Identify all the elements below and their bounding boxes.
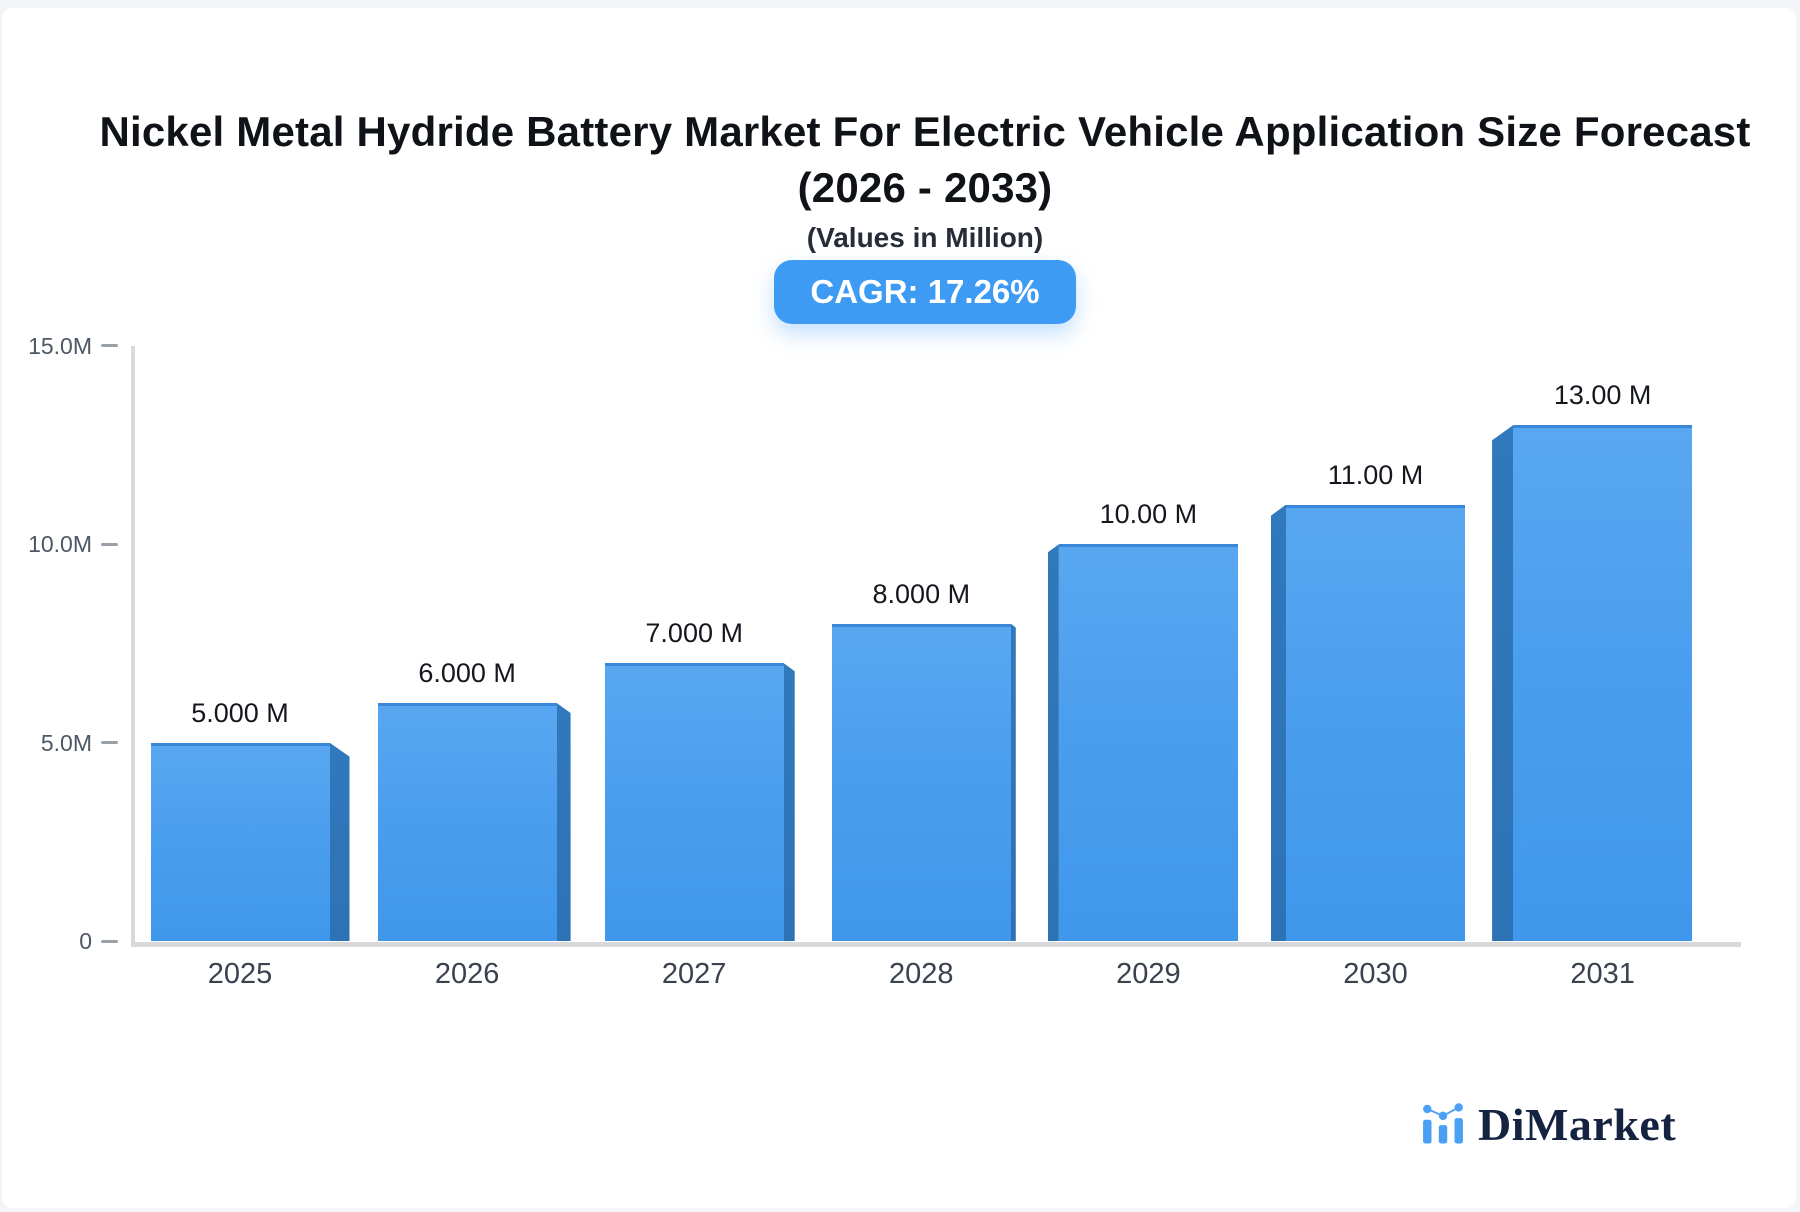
bar-side-2030 (1271, 504, 1286, 941)
x-tick-label-2027: 2027 (661, 958, 727, 990)
chart-title-line2: (2026 - 2033) (797, 164, 1053, 211)
x-tick-label-2029: 2029 (1116, 958, 1181, 990)
y-tick-label-0: 0 (79, 928, 92, 954)
bar-2031 (1513, 425, 1693, 941)
y-tick-label-10.0M: 10.0M (28, 531, 92, 558)
bar-value-label-2027: 7.000 M (645, 618, 743, 649)
bar-value-label-2026: 6.000 M (418, 657, 516, 688)
x-tick-label-2026: 2026 (434, 958, 500, 990)
bar-side-2026 (556, 702, 571, 941)
bar-side-2027 (783, 663, 795, 941)
brand-logo: DiMarket (1420, 1098, 1676, 1151)
y-tick-mark (101, 741, 118, 745)
bar-value-label-2028: 8.000 M (872, 578, 971, 609)
chart-header: Nickel Metal Hydride Battery Market For … (50, 104, 1800, 324)
y-tick-label-5.0M: 5.0M (40, 729, 92, 756)
bar-chart-logo-icon (1420, 1099, 1466, 1150)
bar-2030 (1286, 504, 1465, 941)
bar-value-label-2025: 5.000 M (191, 697, 289, 728)
bar-value-label-2030: 11.00 M (1327, 459, 1424, 490)
bar-value-label-2029: 10.00 M (1099, 499, 1198, 530)
bar-2027 (604, 663, 784, 941)
bar-2028 (831, 623, 1011, 941)
bar-side-2029 (1047, 544, 1059, 941)
y-tick-label-15.0M: 15.0M (28, 332, 92, 359)
x-tick-label-2030: 2030 (1343, 958, 1408, 990)
chart-title-line1: Nickel Metal Hydride Battery Market For … (99, 108, 1751, 155)
bar-2026 (377, 702, 557, 941)
x-tick-label-2028: 2028 (889, 958, 954, 990)
bar-2025 (150, 742, 330, 941)
brand-name: DiMarket (1478, 1099, 1677, 1150)
bar-side-2028 (1010, 623, 1016, 941)
bar-2029 (1058, 544, 1238, 941)
y-tick-mark (101, 939, 118, 943)
y-tick-mark (101, 344, 118, 348)
chart-subtitle: (Values in Million) (806, 222, 1044, 253)
bar-side-2031 (1492, 425, 1514, 941)
y-axis-line (131, 346, 135, 947)
x-tick-label-2025: 2025 (207, 958, 273, 990)
y-tick-mark (101, 542, 118, 546)
bar-side-2025 (329, 742, 350, 941)
bar-value-label-2031: 13.00 M (1553, 380, 1652, 411)
cagr-badge: CAGR: 17.26% (774, 260, 1076, 324)
x-axis-line (131, 942, 1741, 947)
x-tick-label-2031: 2031 (1570, 958, 1635, 990)
